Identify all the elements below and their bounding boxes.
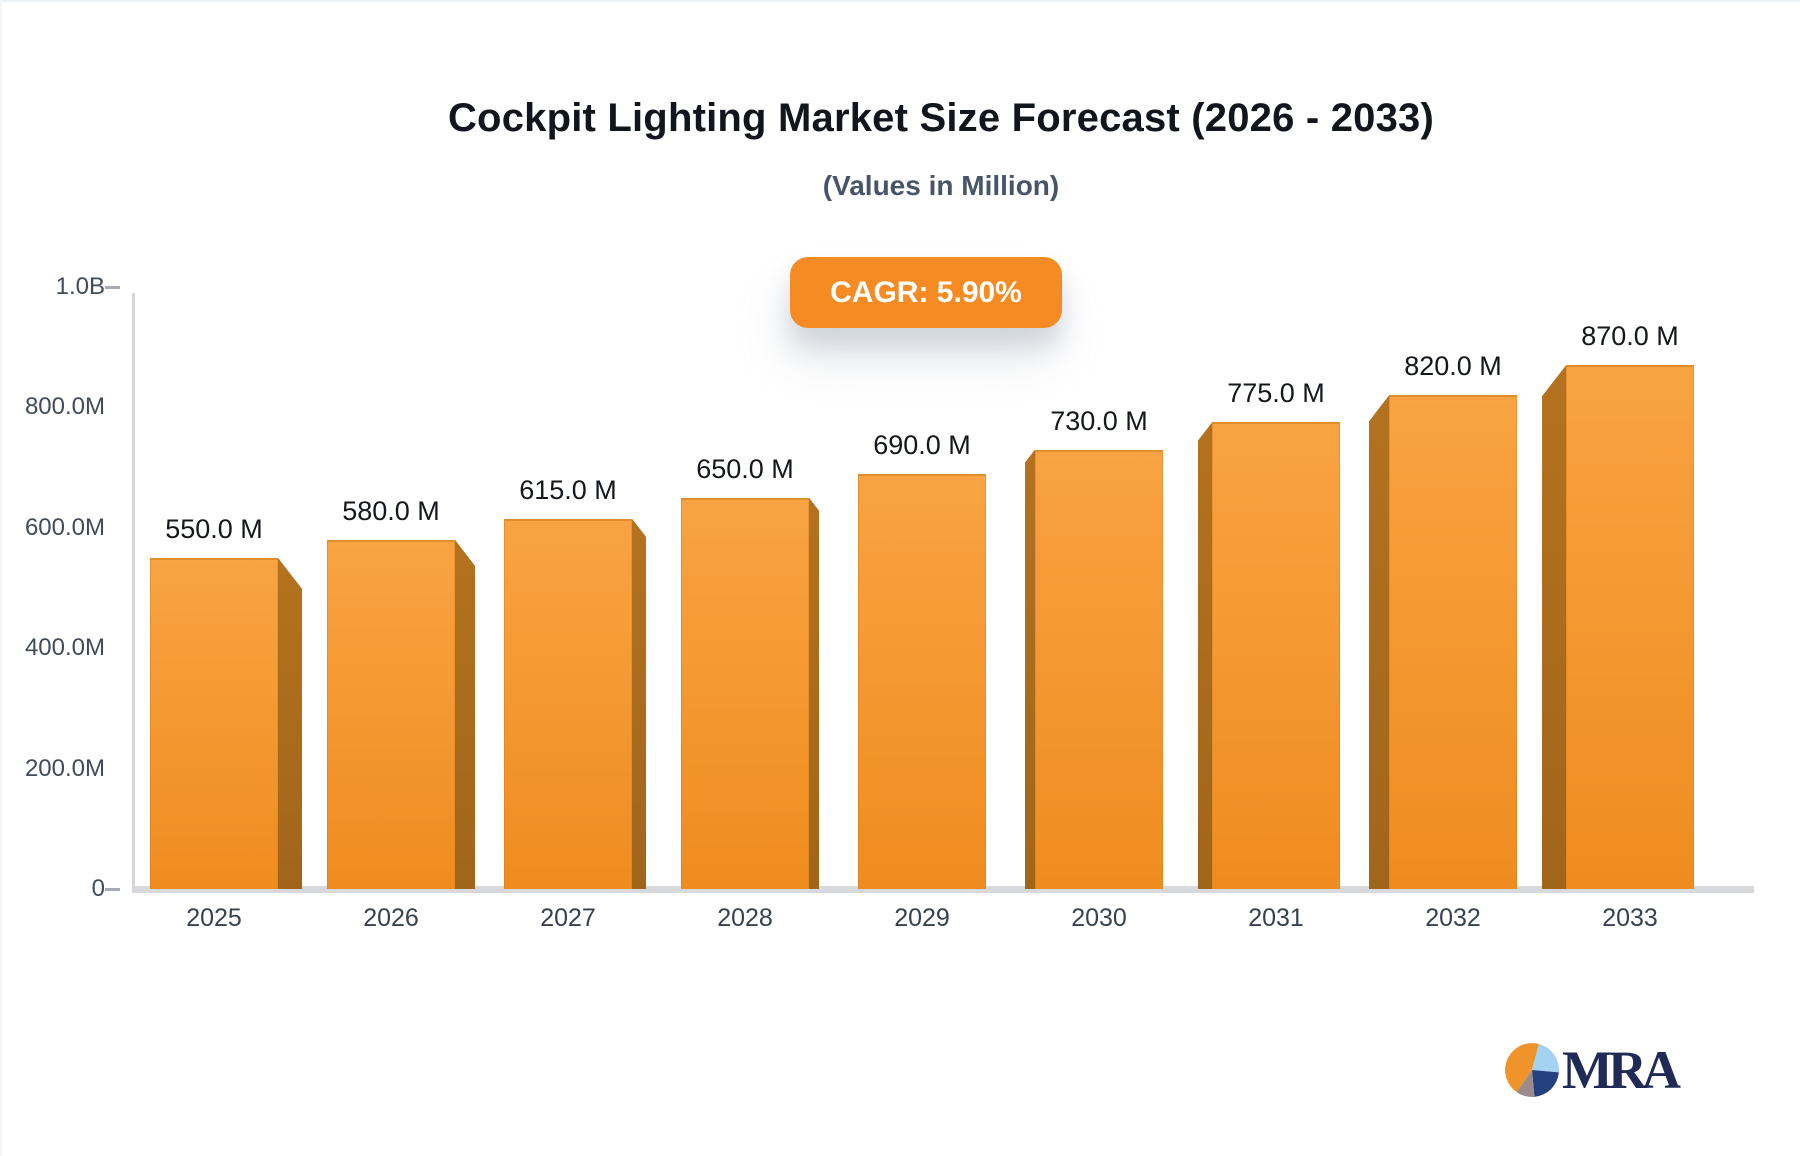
bar-side-face-2028 <box>809 497 819 889</box>
bar-value-label: 775.0 M <box>1227 378 1325 409</box>
bar-side-face-2030 <box>1025 449 1035 889</box>
x-axis-label-2028: 2028 <box>717 904 773 932</box>
cagr-badge: CAGR: 5.90% <box>790 257 1062 328</box>
bar-2026 <box>327 539 455 889</box>
bar-side-face-2027 <box>632 518 646 889</box>
bar-2029 <box>858 473 986 889</box>
bar-2030 <box>1035 449 1163 889</box>
bar-2031 <box>1212 422 1340 889</box>
cagr-badge-label: CAGR: 5.90% <box>830 275 1022 309</box>
y-axis-tick-label: 800.0M <box>24 393 105 421</box>
bar-2032 <box>1389 395 1517 889</box>
x-axis-label-2033: 2033 <box>1602 904 1658 932</box>
chart-title: Cockpit Lighting Market Size Forecast (2… <box>447 96 1435 140</box>
bar-value-label: 730.0 M <box>1050 405 1148 436</box>
x-axis-label-2029: 2029 <box>894 904 950 932</box>
y-axis-tick-label: 400.0M <box>24 634 105 662</box>
chart-subtitle: (Values in Million) <box>822 170 1060 201</box>
bar-side-face-2031 <box>1198 422 1212 889</box>
y-axis-tick-label: 200.0M <box>24 754 105 782</box>
x-axis-label-2026: 2026 <box>363 904 419 932</box>
bar-2027 <box>504 518 632 889</box>
x-axis-label-2027: 2027 <box>540 904 596 932</box>
bar-value-label: 580.0 M <box>342 495 440 526</box>
x-axis-baseline <box>132 886 1754 893</box>
bar-side-face-2025 <box>278 557 302 889</box>
mra-logo: MRA <box>1504 1040 1681 1100</box>
bar-value-label: 615.0 M <box>519 474 617 505</box>
y-axis-tick-mark <box>105 888 120 891</box>
bar-value-label: 690.0 M <box>873 429 971 460</box>
y-axis-line <box>132 293 135 890</box>
y-axis-tick-label: 0 <box>91 875 105 902</box>
bar-value-label: 870.0 M <box>1581 321 1679 352</box>
bar-value-label: 550.0 M <box>165 513 263 544</box>
bar-2028 <box>681 497 809 889</box>
mra-logo-pie-icon <box>1505 1043 1559 1097</box>
y-axis-tick-mark <box>105 286 120 289</box>
x-axis-label-2030: 2030 <box>1071 904 1127 932</box>
bar-value-label: 650.0 M <box>696 453 794 484</box>
bar-2025 <box>150 557 278 889</box>
x-axis-label-2025: 2025 <box>186 904 242 932</box>
x-axis-label-2032: 2032 <box>1425 904 1481 932</box>
y-axis-tick-label: 600.0M <box>24 513 105 541</box>
y-axis-tick-label: 1.0B <box>55 273 105 300</box>
bar-value-label: 820.0 M <box>1404 351 1502 382</box>
bar-2033 <box>1566 365 1694 889</box>
bar-side-face-2032 <box>1369 395 1389 889</box>
bar-side-face-2033 <box>1542 365 1566 889</box>
x-axis-label-2031: 2031 <box>1248 904 1304 932</box>
bar-side-face-2026 <box>455 539 475 889</box>
mra-logo-text: MRA <box>1562 1040 1681 1100</box>
